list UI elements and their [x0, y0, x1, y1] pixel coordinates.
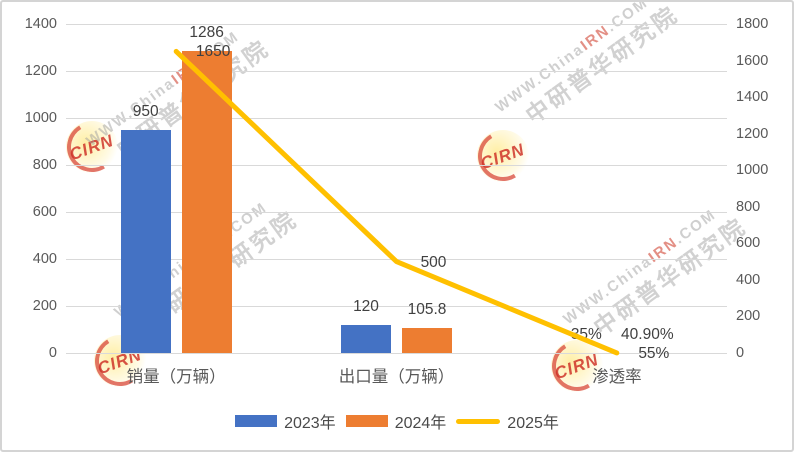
legend-item: 2025年	[456, 409, 559, 433]
line-point-label: 500	[420, 253, 447, 271]
bar-label: 105.8	[407, 301, 447, 319]
legend-item: 2023年	[235, 409, 336, 433]
y-tick-label-right: 1400	[736, 89, 769, 106]
y-tick-label-left: 600	[32, 204, 57, 220]
bar-2024年-0	[181, 50, 232, 353]
legend-label: 2025年	[507, 415, 559, 432]
bar-label: 40.90%	[621, 325, 674, 343]
bar-label: 950	[132, 102, 159, 120]
legend-line-marker	[456, 418, 501, 424]
legend-label: 2024年	[394, 415, 447, 432]
legend-rect-marker	[235, 415, 278, 427]
line-point-label: 1650	[195, 43, 231, 61]
y-tick-label-right: 200	[736, 308, 761, 325]
bar-2024年-1	[402, 328, 452, 353]
y-tick-label-right: 1600	[736, 52, 769, 69]
bar-label: 1286	[189, 23, 224, 41]
legend-label: 2023年	[284, 415, 336, 432]
bar-2023年-1	[341, 324, 391, 353]
gridline	[66, 23, 727, 25]
y-tick-label-right: 1800	[736, 16, 769, 32]
y-tick-label-left: 1400	[24, 16, 57, 32]
y-tick-label-left: 0	[48, 345, 57, 361]
legend-rect-marker	[345, 415, 388, 427]
y-tick-label-right: 1000	[736, 162, 769, 179]
y-tick-label-right: 0	[736, 345, 745, 361]
y-tick-label-left: 400	[32, 251, 57, 267]
gridline	[66, 70, 727, 72]
chart-legend: 2023年 2024年 2025年	[0, 409, 794, 433]
y-tick-label-left: 200	[32, 298, 57, 314]
category-label: 出口量（万辆）	[338, 368, 455, 386]
y-tick-label-left: 800	[32, 157, 57, 173]
y-tick-label-right: 400	[736, 271, 761, 288]
legend-item: 2024年	[345, 409, 447, 433]
y-tick-label-right: 800	[736, 198, 761, 215]
bar-2023年-0	[120, 129, 171, 353]
y-tick-label-right: 600	[736, 235, 761, 252]
y-tick-label-left: 1200	[24, 63, 57, 79]
category-label: 销量（万辆）	[126, 368, 226, 386]
category-label: 渗透率	[592, 368, 642, 386]
y-tick-label-right: 1200	[736, 125, 769, 142]
y-tick-label-left: 1000	[24, 110, 57, 126]
line-point-label: 55%	[638, 344, 670, 362]
